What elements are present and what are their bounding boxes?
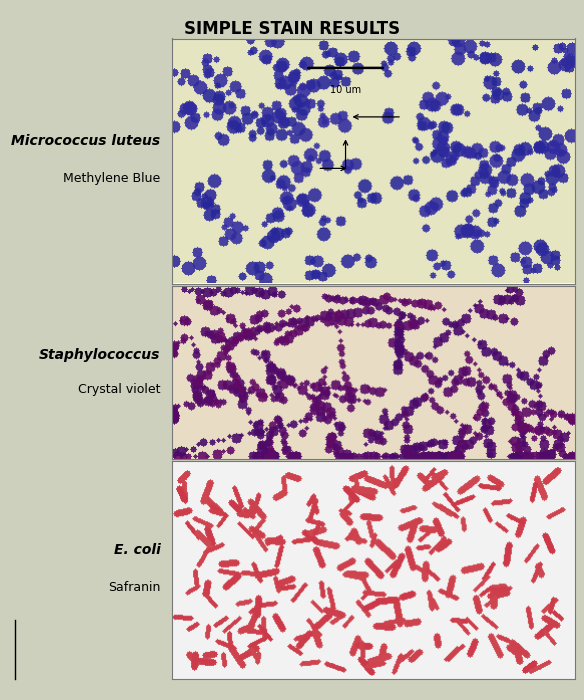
Text: Micrococcus luteus: Micrococcus luteus xyxy=(12,134,161,148)
Text: Crystal violet: Crystal violet xyxy=(78,383,161,396)
Text: E. coli: E. coli xyxy=(114,543,161,557)
Text: 10 um: 10 um xyxy=(330,85,361,95)
Text: Safranin: Safranin xyxy=(108,581,161,594)
Text: SIMPLE STAIN RESULTS: SIMPLE STAIN RESULTS xyxy=(184,20,400,38)
Text: Staphylococcus: Staphylococcus xyxy=(39,348,161,361)
Text: Methylene Blue: Methylene Blue xyxy=(63,172,161,185)
